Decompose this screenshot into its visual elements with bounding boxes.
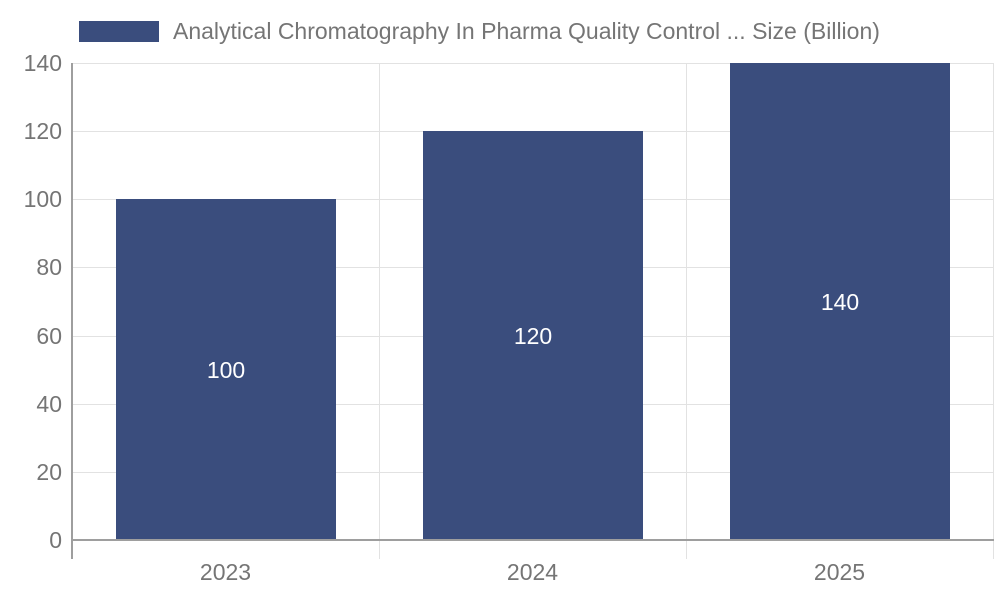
legend-label: Analytical Chromatography In Pharma Qual… — [173, 18, 880, 44]
y-tick-label: 0 — [49, 527, 62, 553]
legend-swatch — [79, 21, 159, 42]
x-tick-label: 2024 — [506, 559, 559, 585]
bar-value-label: 140 — [820, 289, 860, 315]
h-gridline — [72, 63, 993, 64]
bar — [423, 131, 643, 540]
y-tick-label: 60 — [36, 323, 62, 349]
y-axis-line — [71, 63, 73, 559]
v-gridline — [686, 63, 687, 559]
y-tick-label: 100 — [23, 186, 62, 212]
y-tick-label: 120 — [23, 118, 62, 144]
x-tick-label: 2025 — [813, 559, 866, 585]
y-tick-label: 140 — [23, 50, 62, 76]
bar — [730, 63, 950, 540]
bar-value-label: 100 — [206, 357, 246, 383]
bar — [116, 199, 336, 540]
bar-value-label: 120 — [513, 323, 553, 349]
v-gridline — [993, 63, 994, 559]
x-tick-label: 2023 — [199, 559, 252, 585]
y-tick-label: 40 — [36, 391, 62, 417]
y-tick-label: 80 — [36, 254, 62, 280]
x-axis-line — [71, 539, 994, 541]
y-tick-label: 20 — [36, 459, 62, 485]
v-gridline — [379, 63, 380, 559]
